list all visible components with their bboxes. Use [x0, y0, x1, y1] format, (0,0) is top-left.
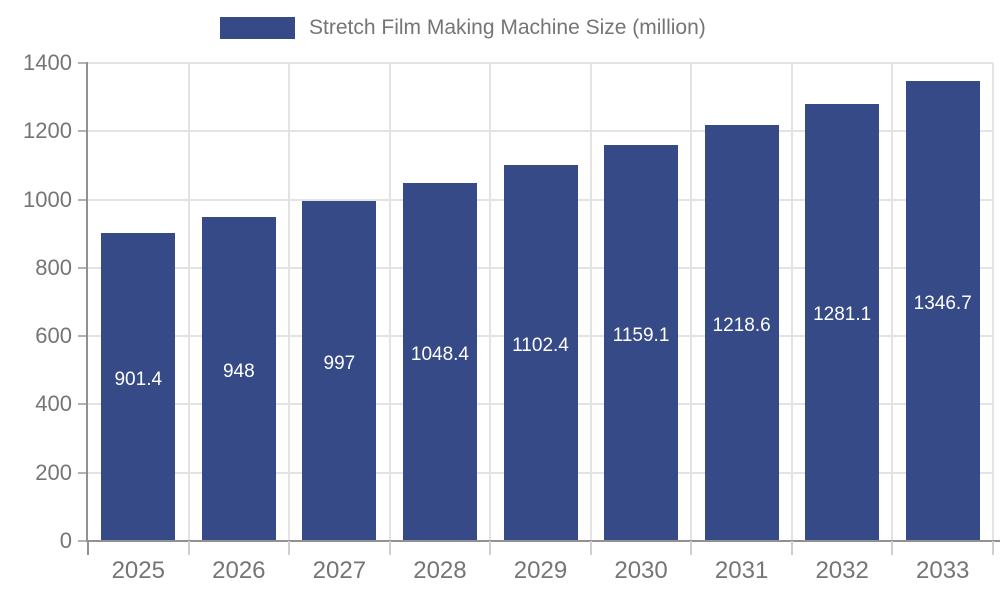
bar[interactable]: 1048.4: [402, 183, 477, 541]
x-tick-label: 2030: [614, 557, 668, 584]
x-axis-line: [86, 540, 1000, 542]
x-axis-tick: [891, 541, 894, 555]
bar-value-label: 1346.7: [913, 293, 972, 315]
x-tick-label: 2029: [513, 557, 568, 584]
bar[interactable]: 1346.7: [905, 81, 980, 541]
gridline-horizontal: [88, 130, 993, 133]
gridline-vertical: [690, 63, 693, 541]
legend[interactable]: Stretch Film Making Machine Size (millio…: [220, 16, 706, 40]
y-tick-label: 1000: [23, 186, 72, 212]
bar-value-label: 1281.1: [813, 304, 872, 326]
x-axis-tick: [790, 541, 793, 555]
bar-value-label: 1102.4: [512, 334, 569, 356]
bar[interactable]: 1218.6: [704, 124, 779, 541]
x-tick-label: 2028: [413, 557, 467, 584]
x-tick-label: 2032: [815, 557, 869, 584]
x-axis-tick: [187, 541, 190, 555]
x-axis-tick: [690, 541, 693, 555]
gridline-vertical: [992, 63, 994, 541]
bar-value-label: 997: [323, 352, 356, 374]
x-tick-label: 2027: [312, 557, 367, 584]
x-tick-label: 2033: [916, 557, 970, 584]
y-axis-tick: [78, 130, 88, 133]
gridline-vertical: [388, 63, 391, 541]
legend-label: Stretch Film Making Machine Size (millio…: [309, 16, 706, 39]
y-axis-line: [86, 62, 88, 541]
y-tick-label: 400: [35, 391, 72, 417]
y-tick-label: 800: [35, 254, 72, 280]
y-tick-label: 0: [59, 528, 72, 553]
y-tick-label: 1400: [23, 50, 72, 75]
x-axis-tick: [388, 541, 391, 555]
y-tick-label: 200: [35, 459, 72, 485]
gridline-vertical: [891, 63, 894, 541]
bar[interactable]: 997: [302, 200, 377, 541]
x-tick-label: 2026: [212, 557, 266, 584]
gridline-vertical: [187, 63, 190, 541]
bar-value-label: 1159.1: [612, 325, 670, 347]
bar[interactable]: 1281.1: [805, 103, 880, 541]
x-axis-tick: [992, 541, 994, 555]
bar[interactable]: 1159.1: [604, 145, 679, 541]
gridline-horizontal: [88, 62, 993, 64]
gridline-vertical: [589, 63, 592, 541]
x-axis-tick: [489, 541, 492, 555]
x-axis-tick: [288, 541, 291, 555]
y-axis-tick: [78, 335, 88, 338]
y-axis-tick: [78, 62, 88, 64]
bar[interactable]: 1102.4: [503, 164, 578, 541]
y-axis-tick: [78, 198, 88, 201]
x-axis-tick: [589, 541, 592, 555]
gridline-vertical: [790, 63, 793, 541]
y-axis-tick: [78, 540, 88, 542]
bar-value-label: 1218.6: [712, 314, 771, 336]
bar[interactable]: 948: [201, 217, 276, 541]
y-axis-tick: [78, 471, 88, 474]
y-axis-tick: [78, 266, 88, 269]
y-axis-tick: [78, 403, 88, 406]
legend-swatch: [220, 17, 295, 39]
gridline-vertical: [489, 63, 492, 541]
bar[interactable]: 901.4: [101, 233, 176, 541]
bar-value-label: 1048.4: [410, 344, 469, 365]
bar-value-label: 948: [222, 361, 255, 383]
gridline-vertical: [288, 63, 291, 541]
bar-value-label: 901.4: [114, 369, 163, 391]
x-tick-label: 2025: [111, 557, 165, 584]
x-axis-tick: [87, 541, 89, 555]
x-tick-label: 2031: [714, 557, 769, 584]
y-tick-label: 600: [35, 323, 72, 349]
y-tick-label: 1200: [23, 118, 72, 144]
